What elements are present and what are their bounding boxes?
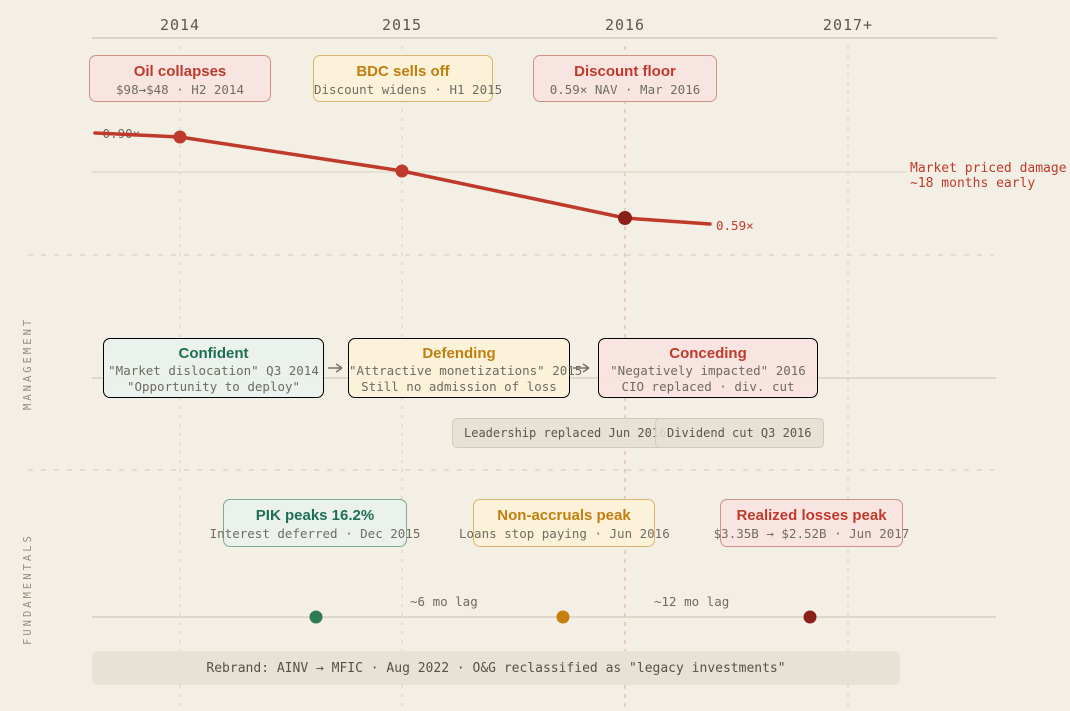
lag-label-6mo: ~6 mo lag [410, 594, 478, 609]
event-title: Non-accruals peak [497, 507, 631, 524]
event-subtitle: $3.35B → $2.52B · Jun 2017 [713, 526, 910, 541]
event-title: Realized losses peak [736, 507, 887, 524]
event-title: BDC sells off [356, 63, 450, 80]
badge-dividend-cut: Dividend cut Q3 2016 [655, 418, 824, 448]
event-subtitle: Discount widens · H1 2015 [314, 82, 503, 97]
fundamentals-lane-label: FUNDAMENTALS [22, 533, 34, 645]
event-subtitle: Loans stop paying · Jun 2016 [459, 526, 670, 541]
stage-title: Defending [422, 345, 496, 362]
nav-end-value-label: 0.59× [716, 218, 754, 233]
event-subtitle: Interest deferred · Dec 2015 [209, 526, 421, 541]
event-box-non-accruals-peak: Non-accruals peak Loans stop paying · Ju… [459, 499, 670, 547]
event-subtitle: $98→$48 · H2 2014 [116, 82, 244, 97]
stage-line2: Still no admission of loss [361, 379, 557, 394]
year-label-2014: 2014 [159, 16, 201, 34]
stage-box-confident: Confident "Market dislocation" Q3 2014 "… [103, 338, 324, 398]
rebrand-note-bar: Rebrand: AINV → MFIC · Aug 2022 · O&G re… [92, 651, 900, 685]
stage-line1: "Market dislocation" Q3 2014 [108, 363, 319, 378]
stage-title: Confident [178, 345, 249, 362]
event-title: PIK peaks 16.2% [255, 507, 375, 524]
stage-title: Conceding [669, 345, 747, 362]
stage-box-conceding: Conceding "Negatively impacted" 2016 CIO… [598, 338, 818, 398]
year-label-2015: 2015 [381, 16, 423, 34]
stage-box-defending: Defending "Attractive monetizations" 201… [348, 338, 583, 398]
management-lane-label: MANAGEMENT [22, 316, 34, 410]
event-box-discount-floor: Discount floor 0.59× NAV · Mar 2016 [533, 55, 717, 102]
event-box-realized-losses-peak: Realized losses peak $3.35B → $2.52B · J… [714, 499, 909, 547]
stage-line2: "Opportunity to deploy" [126, 379, 301, 394]
stage-line1: "Attractive monetizations" 2015 [349, 363, 583, 378]
event-subtitle: 0.59× NAV · Mar 2016 [549, 82, 701, 97]
stage-line1: "Negatively impacted" 2016 [610, 363, 806, 378]
lag-label-12mo: ~12 mo lag [654, 594, 730, 609]
event-box-pik-peaks: PIK peaks 16.2% Interest deferred · Dec … [210, 499, 420, 547]
year-label-2016: 2016 [604, 16, 646, 34]
event-title: Discount floor [574, 63, 676, 80]
market-annotation-line1: Market priced damage [910, 161, 1067, 176]
event-box-oil-collapses: Oil collapses $98→$48 · H2 2014 [89, 55, 271, 102]
market-annotation-line2: ~18 months early [910, 176, 1036, 191]
stage-line2: CIO replaced · div. cut [621, 379, 795, 394]
event-box-bdc-sells-off: BDC sells off Discount widens · H1 2015 [313, 55, 503, 102]
event-title: Oil collapses [133, 63, 227, 80]
year-label-2017: 2017+ [822, 16, 874, 34]
badge-leadership-replaced: Leadership replaced Jun 2016 [452, 418, 679, 448]
